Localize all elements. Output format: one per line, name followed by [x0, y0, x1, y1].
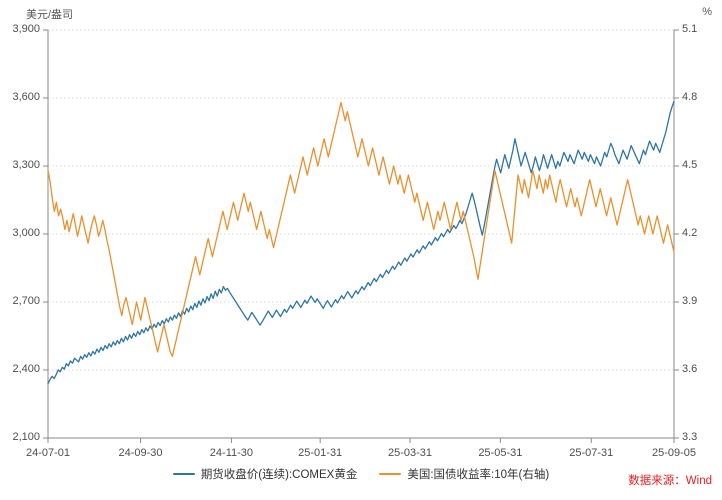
y-axis-left-tick-label: 3,900 — [12, 23, 40, 35]
legend-item[interactable]: 美国:国债收益率:10年(右轴) — [379, 466, 549, 482]
x-axis-tick-label: 24-11-30 — [209, 447, 254, 459]
right-axis-unit-label: % — [702, 6, 712, 18]
x-axis-tick-label: 25-01-31 — [298, 447, 343, 459]
x-axis-tick-label: 25-03-31 — [387, 447, 433, 459]
y-axis-right-tick-label: 3.9 — [682, 295, 698, 307]
y-axis-left-tick-label: 2,400 — [12, 363, 40, 375]
legend-label: 期货收盘价(连续):COMEX黄金 — [200, 469, 358, 481]
left-axis-unit-label: 美元/盎司 — [26, 9, 74, 21]
x-axis-tick-label: 24-07-01 — [25, 447, 71, 459]
legend-item[interactable]: 期货收盘价(连续):COMEX黄金 — [172, 466, 358, 482]
x-axis-tick-label: 25-05-31 — [478, 447, 523, 459]
x-axis-tick-label: 24-09-30 — [118, 447, 163, 459]
legend-label: 美国:国债收益率:10年(右轴) — [407, 469, 550, 481]
data-source-note: 数据来源：Wind — [628, 475, 712, 487]
legend-color-swatch — [379, 472, 402, 476]
y-axis-right-tick-label: 4.5 — [682, 159, 698, 171]
y-axis-right-tick-label: 3.3 — [682, 431, 698, 443]
y-axis-right-tick-label: 5.1 — [682, 23, 698, 35]
legend-color-swatch — [172, 472, 195, 476]
y-axis-right-tick-label: 4.2 — [682, 227, 698, 239]
chart-legend: 期货收盘价(连续):COMEX黄金 美国:国债收益率:10年(右轴) — [0, 466, 722, 482]
y-axis-right-tick-label: 4.8 — [682, 91, 698, 103]
y-axis-left-tick-label: 2,100 — [12, 431, 40, 443]
y-axis-right-tick-label: 3.6 — [682, 363, 698, 375]
x-axis-tick-label: 25-07-31 — [569, 447, 614, 459]
y-axis-left-tick-label: 3,000 — [12, 227, 40, 239]
y-axis-left-tick-label: 3,600 — [12, 91, 40, 103]
x-axis-tick-label: 25-09-05 — [651, 447, 697, 459]
y-axis-left-tick-label: 2,700 — [12, 295, 40, 307]
y-axis-left-tick-label: 3,300 — [12, 159, 40, 171]
